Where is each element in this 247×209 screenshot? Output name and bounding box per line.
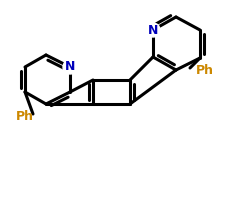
Circle shape	[146, 23, 160, 37]
Text: N: N	[148, 23, 158, 37]
Circle shape	[63, 60, 77, 74]
Text: Ph: Ph	[196, 64, 214, 76]
Text: N: N	[65, 60, 75, 74]
Text: Ph: Ph	[16, 111, 34, 124]
